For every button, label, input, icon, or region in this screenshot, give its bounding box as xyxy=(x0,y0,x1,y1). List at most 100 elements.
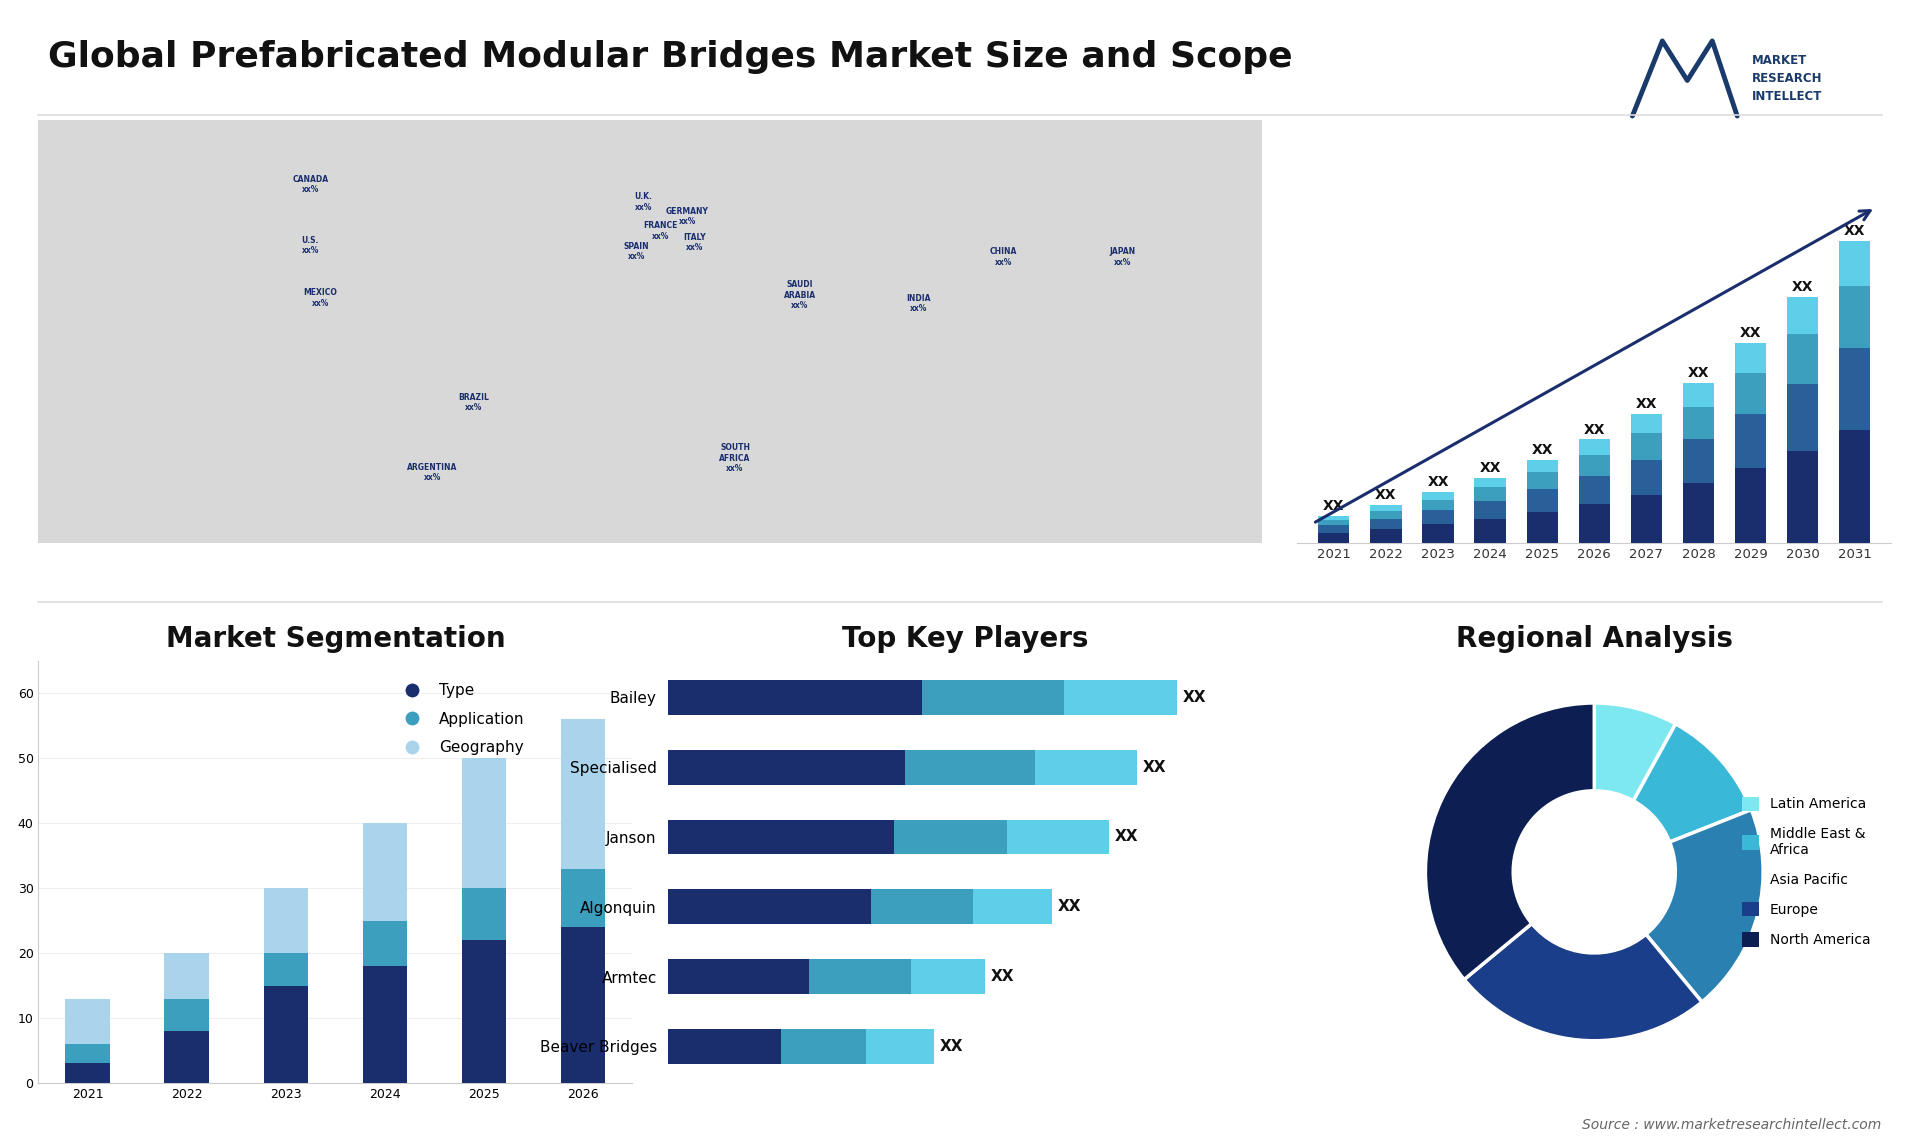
Bar xyxy=(912,959,985,994)
Text: XX: XX xyxy=(1142,760,1167,775)
Text: XX: XX xyxy=(1584,423,1605,437)
Bar xyxy=(263,888,307,953)
Text: CANADA
xx%: CANADA xx% xyxy=(292,174,328,194)
Bar xyxy=(1578,455,1609,476)
Bar xyxy=(1526,489,1557,512)
Bar xyxy=(1475,478,1505,487)
Bar xyxy=(1682,383,1715,407)
Bar xyxy=(1839,241,1870,285)
Text: ARGENTINA
xx%: ARGENTINA xx% xyxy=(407,463,457,482)
Text: MEXICO
xx%: MEXICO xx% xyxy=(303,289,338,307)
Bar xyxy=(1526,472,1557,489)
Bar xyxy=(808,959,912,994)
Text: BRAZIL
xx%: BRAZIL xx% xyxy=(459,393,490,413)
Bar xyxy=(363,966,407,1083)
Text: SOUTH
AFRICA
xx%: SOUTH AFRICA xx% xyxy=(720,444,751,473)
Bar xyxy=(561,720,605,869)
Legend: Type, Application, Geography: Type, Application, Geography xyxy=(390,677,532,762)
Bar xyxy=(1788,333,1818,384)
Bar xyxy=(668,889,872,924)
Text: XX: XX xyxy=(1375,488,1396,502)
Text: Global Prefabricated Modular Bridges Market Size and Scope: Global Prefabricated Modular Bridges Mar… xyxy=(48,40,1292,74)
Bar xyxy=(973,889,1052,924)
Text: XX: XX xyxy=(1427,476,1450,489)
Bar xyxy=(1839,430,1870,542)
Bar xyxy=(461,759,507,888)
Bar xyxy=(1788,297,1818,333)
Bar xyxy=(1788,384,1818,450)
Bar xyxy=(1319,519,1350,525)
Bar xyxy=(263,953,307,986)
Bar xyxy=(65,998,109,1044)
Wedge shape xyxy=(1465,924,1701,1041)
Bar xyxy=(165,998,209,1031)
Bar xyxy=(1839,348,1870,430)
Bar xyxy=(1035,749,1137,785)
Bar xyxy=(668,749,906,785)
Bar xyxy=(1423,492,1453,500)
Bar xyxy=(1630,460,1663,495)
Text: ITALY
xx%: ITALY xx% xyxy=(684,233,705,252)
Bar xyxy=(1630,414,1663,433)
Text: SAUDI
ARABIA
xx%: SAUDI ARABIA xx% xyxy=(783,280,816,309)
Bar xyxy=(1736,414,1766,468)
Bar xyxy=(668,1029,781,1063)
Title: Top Key Players: Top Key Players xyxy=(841,625,1089,653)
Text: XX: XX xyxy=(1183,690,1206,705)
Text: INDIA
xx%: INDIA xx% xyxy=(906,295,931,314)
Text: GERMANY
xx%: GERMANY xx% xyxy=(666,206,708,226)
Text: XX: XX xyxy=(1323,499,1344,513)
Bar xyxy=(561,869,605,927)
Text: XX: XX xyxy=(1791,281,1812,295)
Bar xyxy=(1682,484,1715,542)
Bar xyxy=(1371,505,1402,511)
Bar xyxy=(1788,450,1818,542)
Wedge shape xyxy=(1425,702,1594,980)
Legend: Latin America, Middle East &
Africa, Asia Pacific, Europe, North America: Latin America, Middle East & Africa, Asi… xyxy=(1736,791,1876,952)
Bar xyxy=(1682,407,1715,439)
Bar xyxy=(65,1044,109,1063)
Bar xyxy=(1319,533,1350,542)
Bar xyxy=(1578,476,1609,504)
Bar xyxy=(1371,529,1402,542)
Bar xyxy=(668,819,895,855)
Wedge shape xyxy=(1645,810,1763,1002)
Text: XX: XX xyxy=(1532,442,1553,456)
Wedge shape xyxy=(1594,702,1676,801)
Bar xyxy=(461,888,507,940)
Bar xyxy=(1008,819,1110,855)
Bar xyxy=(461,940,507,1083)
Bar xyxy=(1064,680,1177,715)
Text: U.S.
xx%: U.S. xx% xyxy=(301,236,319,256)
Title: Market Segmentation: Market Segmentation xyxy=(165,625,505,653)
Bar xyxy=(906,749,1035,785)
Bar xyxy=(1423,525,1453,542)
Bar xyxy=(1423,510,1453,525)
Text: XX: XX xyxy=(939,1038,962,1054)
Bar xyxy=(1630,495,1663,542)
Bar xyxy=(165,1031,209,1083)
Bar xyxy=(1526,512,1557,542)
Bar xyxy=(668,680,922,715)
Bar xyxy=(1423,500,1453,510)
Bar xyxy=(263,986,307,1083)
Bar xyxy=(1475,519,1505,542)
Bar xyxy=(65,1063,109,1083)
Text: XX: XX xyxy=(1740,327,1761,340)
Bar xyxy=(561,927,605,1083)
Bar xyxy=(1475,487,1505,501)
Text: XX: XX xyxy=(1058,900,1081,915)
Text: XX: XX xyxy=(1478,461,1501,474)
Bar xyxy=(1371,519,1402,529)
Text: XX: XX xyxy=(1688,367,1709,380)
Bar xyxy=(1526,460,1557,472)
Bar xyxy=(781,1029,866,1063)
Bar xyxy=(1736,343,1766,372)
Text: MARKET
RESEARCH
INTELLECT: MARKET RESEARCH INTELLECT xyxy=(1753,54,1822,103)
Bar xyxy=(165,953,209,998)
Bar xyxy=(1736,468,1766,542)
Bar xyxy=(872,889,973,924)
Text: SPAIN
xx%: SPAIN xx% xyxy=(624,242,649,261)
Text: XX: XX xyxy=(1636,397,1657,410)
Bar xyxy=(1475,501,1505,519)
